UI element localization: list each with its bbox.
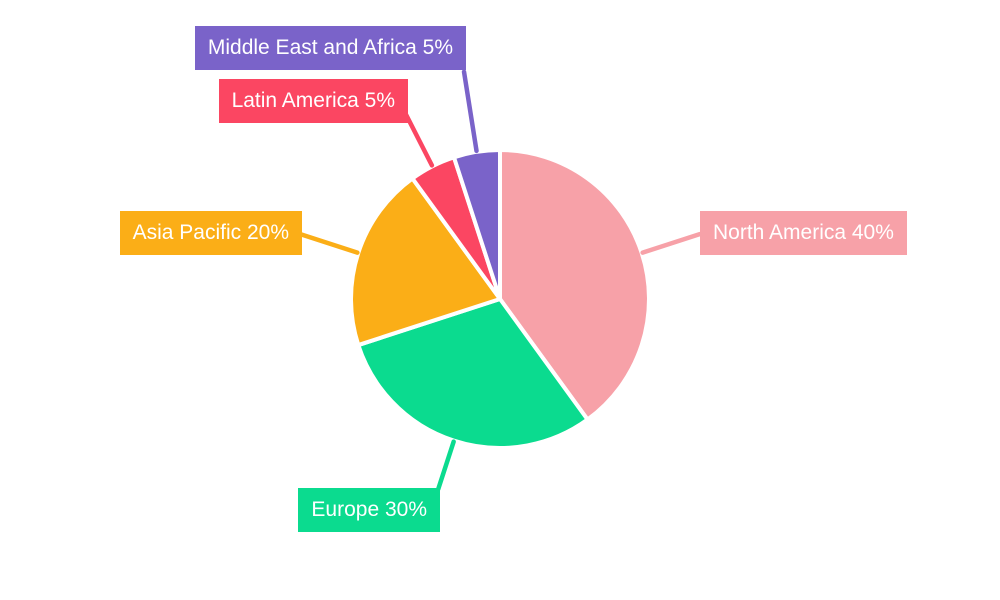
pie-label-latin-america: Latin America 5% xyxy=(218,79,408,123)
leader-line-north-america xyxy=(640,231,702,255)
pie-label-europe: Europe 30% xyxy=(298,488,440,532)
leader-line-asia-pacific xyxy=(298,231,360,255)
pie-label-asia-pacific: Asia Pacific 20% xyxy=(119,211,302,255)
leader-line-latin-america xyxy=(402,109,435,168)
leader-line-middle-east-and-africa xyxy=(461,69,479,154)
leader-line-europe xyxy=(435,439,456,492)
pie-label-middle-east-and-africa: Middle East and Africa 5% xyxy=(194,26,466,70)
pie-label-north-america: North America 40% xyxy=(700,211,907,255)
